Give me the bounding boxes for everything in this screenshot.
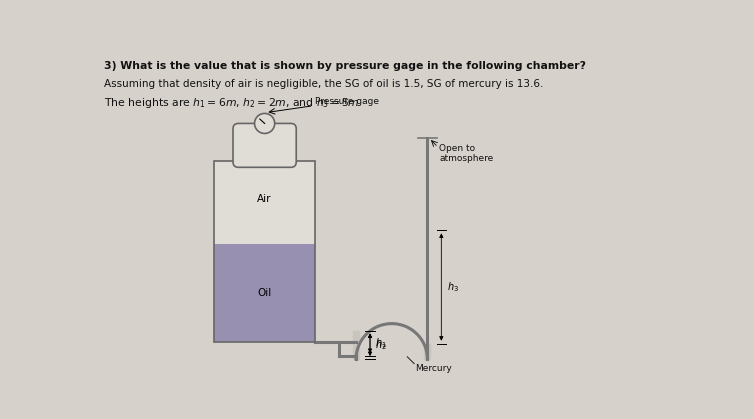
Text: $h_2$: $h_2$ [376,338,387,352]
Text: Pressure gage: Pressure gage [315,97,379,106]
Text: $h_3$: $h_3$ [447,280,459,294]
Bar [215,161,315,244]
Text: Mercury: Mercury [415,365,452,373]
Text: 3) What is the value that is shown by pressure gage in the following chamber?: 3) What is the value that is shown by pr… [104,61,586,71]
Text: The heights are $h_1 = 6m$, $h_2 = 2m$, and $h_3 = 5m$: The heights are $h_1 = 6m$, $h_2 = 2m$, … [104,96,360,111]
FancyBboxPatch shape [233,124,296,167]
Text: Air: Air [258,194,272,204]
Text: Oil: Oil [258,288,272,298]
Circle shape [255,114,275,133]
Bar [215,161,315,342]
Bar [215,244,315,342]
Text: $h_1$: $h_1$ [376,336,387,350]
Text: Open to
atmosphere: Open to atmosphere [439,144,493,163]
Text: Assuming that density of air is negligible, the SG of oil is 1.5, SG of mercury : Assuming that density of air is negligib… [104,79,544,89]
